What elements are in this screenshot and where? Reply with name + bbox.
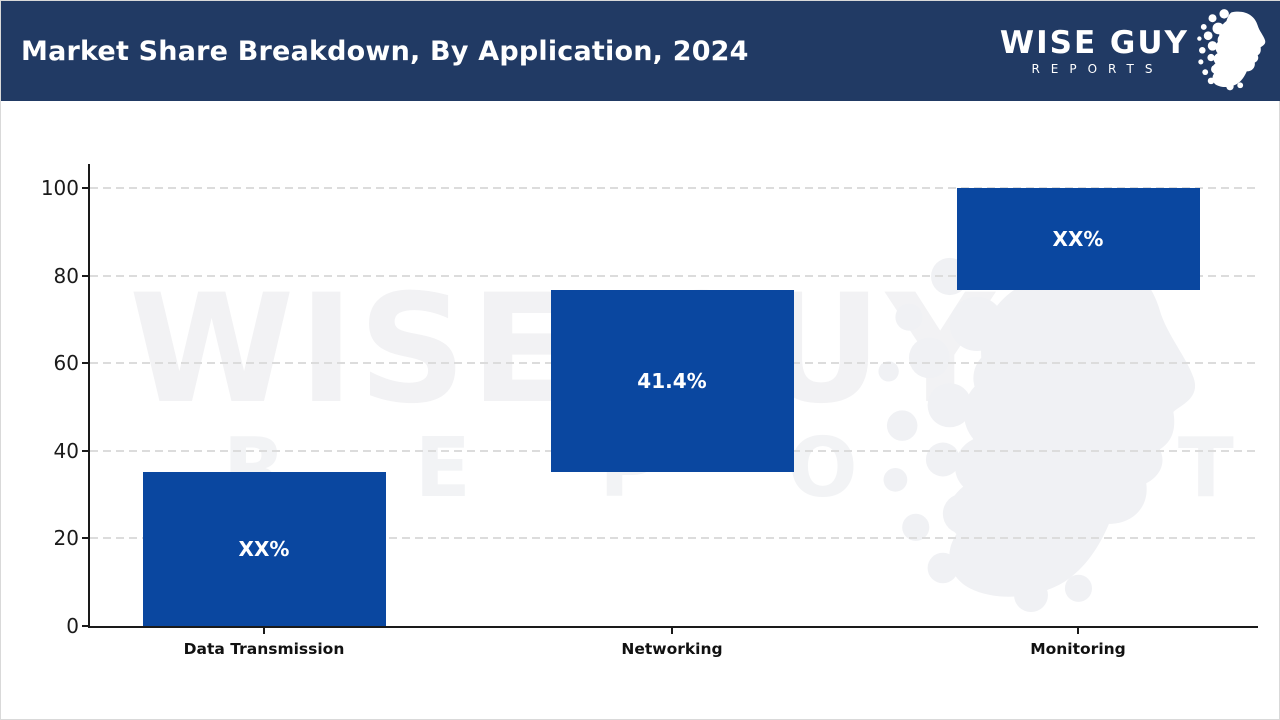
x-tick-mark xyxy=(263,628,265,634)
y-tick-label: 20 xyxy=(53,526,79,551)
bar-value-label: XX% xyxy=(1052,227,1104,252)
y-tick-mark xyxy=(82,537,88,540)
y-tick-label: 80 xyxy=(53,263,79,288)
header-bar: Market Share Breakdown, By Application, … xyxy=(1,1,1280,101)
y-tick-mark xyxy=(82,274,88,277)
y-tick-label: 60 xyxy=(53,351,79,376)
wiseguy-logo-line1: WISE GUY xyxy=(999,24,1189,61)
bar-data-transmission xyxy=(142,471,386,626)
x-tick-mark xyxy=(671,628,673,634)
grid-line xyxy=(90,187,1258,189)
wiseguy-head-icon xyxy=(1197,9,1266,91)
bar-value-label: 41.4% xyxy=(637,369,707,394)
x-axis-line xyxy=(88,626,1258,628)
grid-line xyxy=(90,537,1258,540)
y-tick-label: 0 xyxy=(66,614,79,638)
y-tick-mark xyxy=(82,362,88,365)
y-axis-line xyxy=(88,164,90,627)
x-category-label: Networking xyxy=(621,640,723,658)
wiseguy-logo: WISE GUY REPORTS xyxy=(1000,8,1280,94)
x-category-label: Monitoring xyxy=(1030,640,1126,658)
y-tick-label: 100 xyxy=(40,176,79,200)
wiseguy-logo-line2: REPORTS xyxy=(1031,61,1164,76)
y-tick-mark xyxy=(82,449,88,452)
bar-value-label: XX% xyxy=(238,536,290,561)
page-title: Market Share Breakdown, By Application, … xyxy=(21,35,749,67)
y-tick-mark xyxy=(82,625,88,627)
x-tick-mark xyxy=(1077,628,1079,634)
wiseguy-logo-text: WISE GUY REPORTS xyxy=(1000,27,1189,76)
y-tick-label: 40 xyxy=(53,438,79,463)
x-category-label: Data Transmission xyxy=(183,640,345,658)
y-tick-mark xyxy=(82,187,88,189)
bar-networking xyxy=(550,290,794,472)
grid-line xyxy=(90,274,1258,277)
